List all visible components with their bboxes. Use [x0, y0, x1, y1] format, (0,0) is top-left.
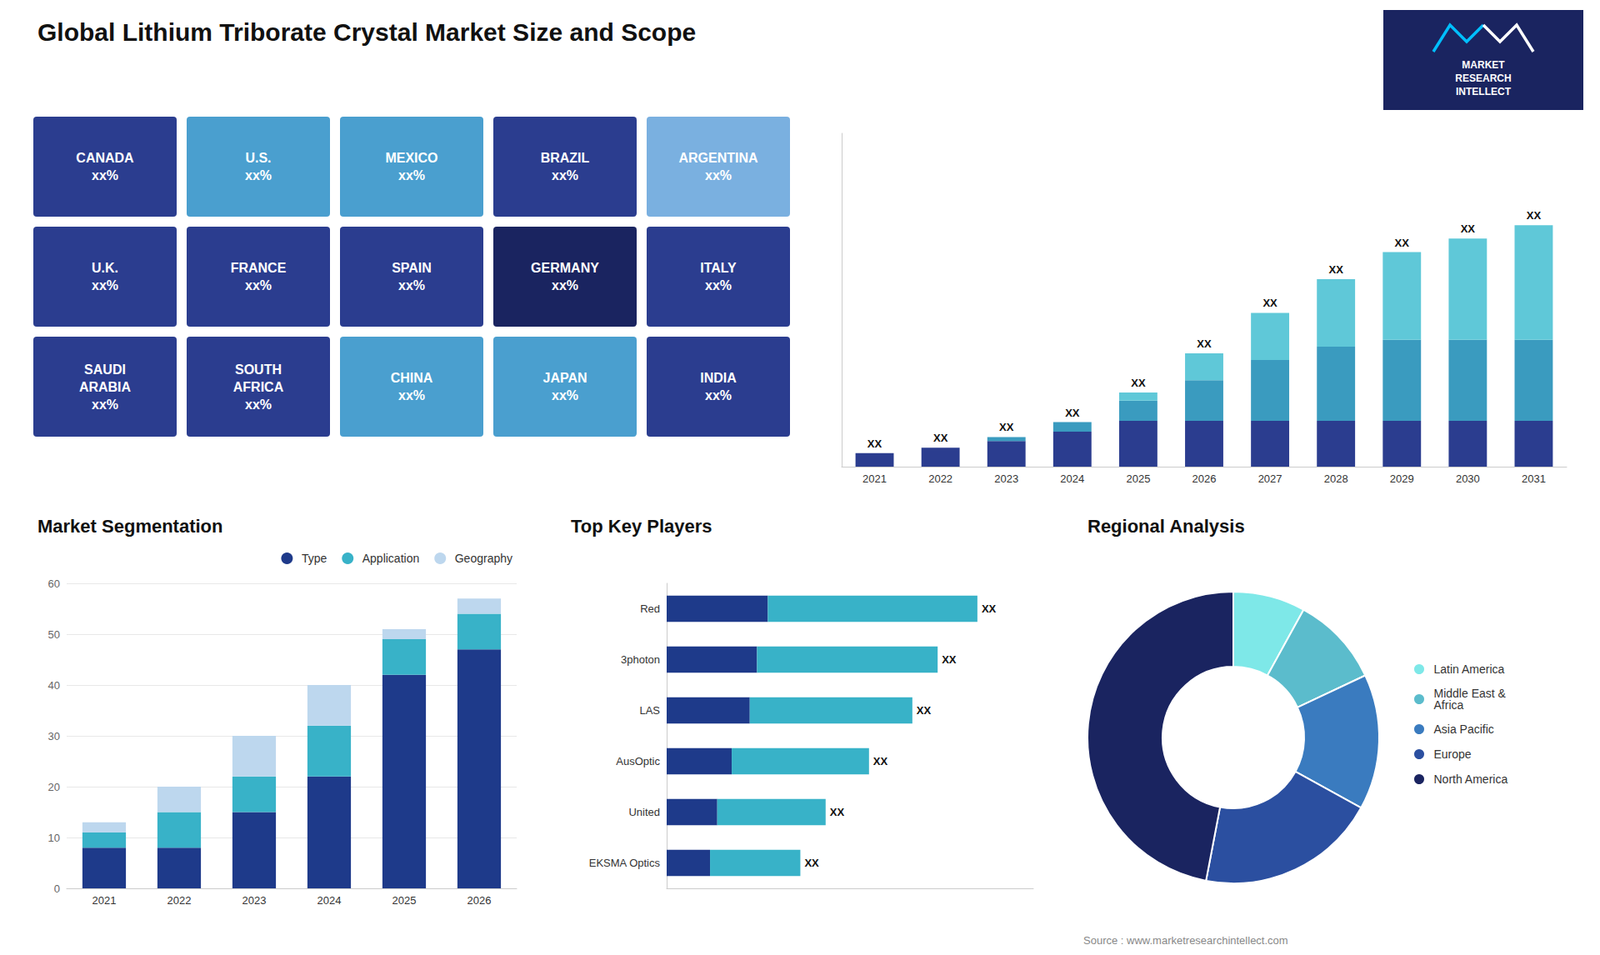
svg-text:U.K.: U.K. [91, 260, 119, 275]
svg-text:XX: XX [999, 420, 1015, 434]
svg-text:Latin America: Latin America [1434, 662, 1505, 676]
svg-text:INDIA: INDIA [700, 370, 737, 385]
svg-text:XX: XX [941, 653, 957, 666]
svg-text:xx%: xx% [705, 278, 732, 293]
svg-text:xx%: xx% [705, 388, 732, 403]
svg-text:MEXICO: MEXICO [385, 150, 438, 165]
svg-text:10: 10 [48, 831, 60, 845]
svg-text:ITALY: ITALY [700, 260, 737, 275]
svg-text:Global Lithium Triborate Cryst: Global Lithium Triborate Crystal Market … [37, 18, 696, 46]
svg-text:Middle East &: Middle East & [1433, 686, 1506, 700]
svg-text:2024: 2024 [1060, 472, 1085, 485]
svg-text:EKSMA Optics: EKSMA Optics [589, 856, 661, 870]
svg-text:40: 40 [48, 679, 60, 692]
svg-text:XX: XX [933, 431, 949, 445]
svg-text:ARABIA: ARABIA [79, 380, 132, 395]
svg-text:xx%: xx% [91, 168, 119, 183]
svg-text:xx%: xx% [398, 388, 425, 403]
svg-text:XX: XX [1196, 337, 1212, 350]
svg-text:AFRICA: AFRICA [233, 380, 285, 395]
svg-text:2023: 2023 [242, 894, 267, 907]
svg-text:XX: XX [830, 805, 845, 819]
svg-text:2027: 2027 [1258, 472, 1283, 485]
svg-text:XX: XX [916, 704, 932, 717]
svg-text:Europe: Europe [1434, 747, 1472, 761]
svg-text:Africa: Africa [1434, 698, 1465, 712]
svg-text:XX: XX [873, 755, 889, 768]
svg-text:XX: XX [804, 856, 820, 870]
svg-text:Source : www.marketresearchint: Source : www.marketresearchintellect.com [1083, 934, 1289, 947]
svg-text:AusOptic: AusOptic [615, 755, 660, 768]
svg-text:XX: XX [1460, 222, 1476, 235]
svg-text:SPAIN: SPAIN [391, 260, 432, 275]
svg-text:xx%: xx% [91, 278, 119, 293]
svg-text:CANADA: CANADA [75, 150, 135, 165]
svg-text:XX: XX [1130, 376, 1146, 390]
svg-text:XX: XX [1262, 296, 1278, 310]
svg-text:2026: 2026 [467, 894, 492, 907]
svg-text:XX: XX [867, 437, 883, 450]
svg-text:2028: 2028 [1324, 472, 1349, 485]
svg-text:2024: 2024 [317, 894, 342, 907]
svg-text:xx%: xx% [705, 168, 732, 183]
svg-text:2029: 2029 [1390, 472, 1415, 485]
svg-text:60: 60 [48, 577, 60, 590]
svg-text:xx%: xx% [245, 168, 272, 183]
svg-text:xx%: xx% [551, 278, 579, 293]
svg-text:SAUDI: SAUDI [84, 362, 126, 377]
svg-text:20: 20 [48, 780, 60, 794]
svg-text:U.S.: U.S. [245, 150, 271, 165]
svg-text:Regional Analysis: Regional Analysis [1087, 515, 1245, 537]
svg-text:2026: 2026 [1192, 472, 1217, 485]
svg-text:Geography: Geography [455, 551, 513, 565]
svg-text:Application: Application [362, 551, 420, 565]
svg-text:xx%: xx% [551, 388, 579, 403]
svg-text:RESEARCH: RESEARCH [1455, 72, 1511, 85]
svg-text:2030: 2030 [1455, 472, 1480, 485]
svg-text:2022: 2022 [167, 894, 192, 907]
svg-text:FRANCE: FRANCE [230, 260, 287, 275]
svg-text:XX: XX [1329, 263, 1345, 276]
svg-text:2031: 2031 [1521, 472, 1546, 485]
svg-text:XX: XX [1065, 406, 1080, 420]
svg-text:Type: Type [301, 551, 328, 565]
svg-text:30: 30 [48, 730, 60, 743]
svg-text:SOUTH: SOUTH [235, 362, 282, 377]
svg-text:Red: Red [640, 602, 660, 615]
svg-text:United: United [628, 805, 660, 819]
svg-text:Asia Pacific: Asia Pacific [1434, 722, 1495, 736]
svg-text:XX: XX [1395, 236, 1410, 250]
svg-text:2025: 2025 [1125, 472, 1150, 485]
svg-text:Top Key Players: Top Key Players [570, 515, 713, 537]
svg-text:LAS: LAS [639, 704, 660, 717]
svg-text:ARGENTINA: ARGENTINA [678, 150, 759, 165]
svg-text:BRAZIL: BRAZIL [540, 150, 590, 165]
svg-text:2022: 2022 [928, 472, 953, 485]
svg-text:xx%: xx% [91, 397, 119, 412]
svg-text:2023: 2023 [994, 472, 1019, 485]
svg-text:XX: XX [981, 602, 997, 615]
svg-text:2021: 2021 [862, 472, 887, 485]
svg-text:xx%: xx% [398, 278, 425, 293]
svg-text:CHINA: CHINA [390, 370, 434, 385]
svg-text:INTELLECT: INTELLECT [1455, 85, 1512, 98]
svg-text:xx%: xx% [551, 168, 579, 183]
svg-text:MARKET: MARKET [1461, 59, 1505, 71]
svg-text:2025: 2025 [392, 894, 417, 907]
svg-text:50: 50 [48, 628, 60, 641]
svg-text:2021: 2021 [92, 894, 117, 907]
svg-text:3photon: 3photon [620, 653, 660, 666]
svg-text:GERMANY: GERMANY [530, 260, 600, 275]
svg-text:North America: North America [1434, 772, 1509, 786]
svg-text:0: 0 [54, 882, 60, 895]
svg-text:Market Segmentation: Market Segmentation [37, 515, 224, 537]
svg-text:XX: XX [1526, 209, 1542, 222]
svg-text:xx%: xx% [245, 278, 272, 293]
svg-text:xx%: xx% [245, 397, 272, 412]
svg-text:xx%: xx% [398, 168, 425, 183]
svg-text:JAPAN: JAPAN [542, 370, 587, 385]
